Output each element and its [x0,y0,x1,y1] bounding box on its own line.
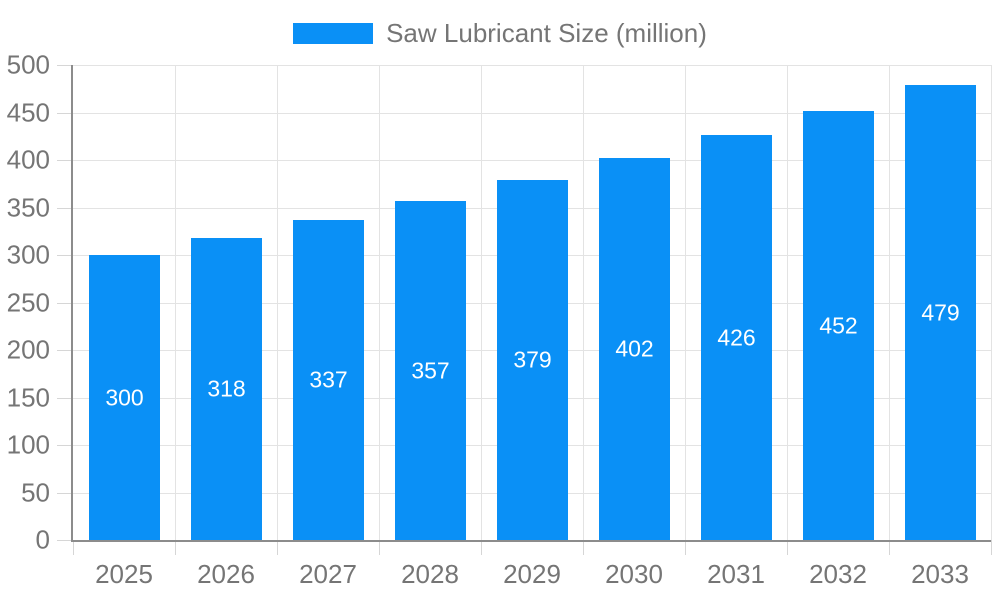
x-grid-line [175,65,176,540]
y-tick-label: 100 [6,429,50,460]
x-axis-label: 2025 [95,559,153,589]
bar[interactable]: 318 [191,238,262,540]
legend-swatch [293,23,374,44]
bar-value-label: 452 [819,312,858,338]
y-axis-tick [57,255,73,256]
bar-value-label: 357 [411,357,450,383]
x-axis-tick [277,540,278,555]
y-tick-label: 150 [6,382,50,412]
y-tick-label: 0 [35,524,50,555]
x-axis-tick [379,540,380,555]
x-grid-line [481,65,482,540]
x-grid-line [379,65,380,540]
y-grid-line [73,112,991,114]
y-axis-tick [57,302,73,304]
x-axis-label: 2027 [299,559,357,589]
y-tick-label: 400 [6,144,50,175]
x-axis-label: 2030 [605,559,663,589]
legend-label: Saw Lubricant Size (million) [386,18,707,48]
x-axis-label: 2031 [707,559,765,589]
bar-value-label: 337 [309,366,348,393]
x-axis-tick [685,540,686,555]
x-axis-tick [481,540,482,555]
x-axis-label: 2026 [197,559,255,589]
bar-value-label: 479 [921,299,960,325]
x-grid-line [685,65,686,540]
x-axis-tick [175,540,176,555]
y-axis-tick [57,397,73,399]
y-axis-tick [57,492,73,494]
y-tick-label: 500 [6,49,50,80]
y-axis-tick [57,160,73,161]
x-axis-tick [889,540,890,555]
bar[interactable]: 379 [497,180,568,540]
x-axis-tick [583,540,584,555]
y-grid-line [73,65,991,66]
bar[interactable]: 337 [293,220,364,540]
legend[interactable]: Saw Lubricant Size (million) [0,18,1000,49]
y-tick-label: 450 [6,97,50,127]
y-axis-line [71,65,73,540]
x-axis-line [71,540,991,542]
bar-value-label: 426 [717,324,756,350]
x-axis-tick [991,540,992,555]
bar[interactable]: 426 [701,135,772,540]
bar[interactable]: 479 [905,85,976,540]
y-grid-line [73,160,991,161]
y-axis-tick [57,112,73,114]
bar[interactable]: 300 [89,255,160,540]
bar-value-label: 379 [513,346,552,373]
bar-value-label: 402 [615,335,654,362]
y-tick-label: 200 [6,334,50,365]
x-grid-line [583,65,584,540]
x-grid-line [889,65,890,540]
y-axis-tick [57,540,73,541]
y-tick-label: 250 [6,287,50,317]
x-grid-line [991,65,992,540]
bar[interactable]: 452 [803,111,874,540]
x-grid-line [277,65,278,540]
y-axis-tick [57,350,73,351]
y-axis-tick [57,445,73,446]
bar[interactable]: 402 [599,158,670,540]
bar[interactable]: 357 [395,201,466,540]
x-axis-tick [73,540,74,555]
bar-value-label: 318 [207,375,246,402]
x-axis-label: 2028 [401,559,459,589]
x-axis-label: 2032 [809,559,867,589]
y-axis-tick [57,207,73,209]
plot-area: 0 50 100 150 200 250 300 350 400 450 500 300 2025 318… [7,50,992,589]
x-axis-label: 2029 [503,559,561,589]
x-axis-tick [787,540,788,555]
bar-value-label: 300 [105,384,144,410]
y-tick-label: 50 [21,477,50,507]
y-tick-label: 300 [6,239,50,270]
y-axis-tick [57,65,73,66]
y-tick-label: 350 [6,192,50,222]
x-axis-label: 2033 [911,559,969,589]
x-grid-line [787,65,788,540]
